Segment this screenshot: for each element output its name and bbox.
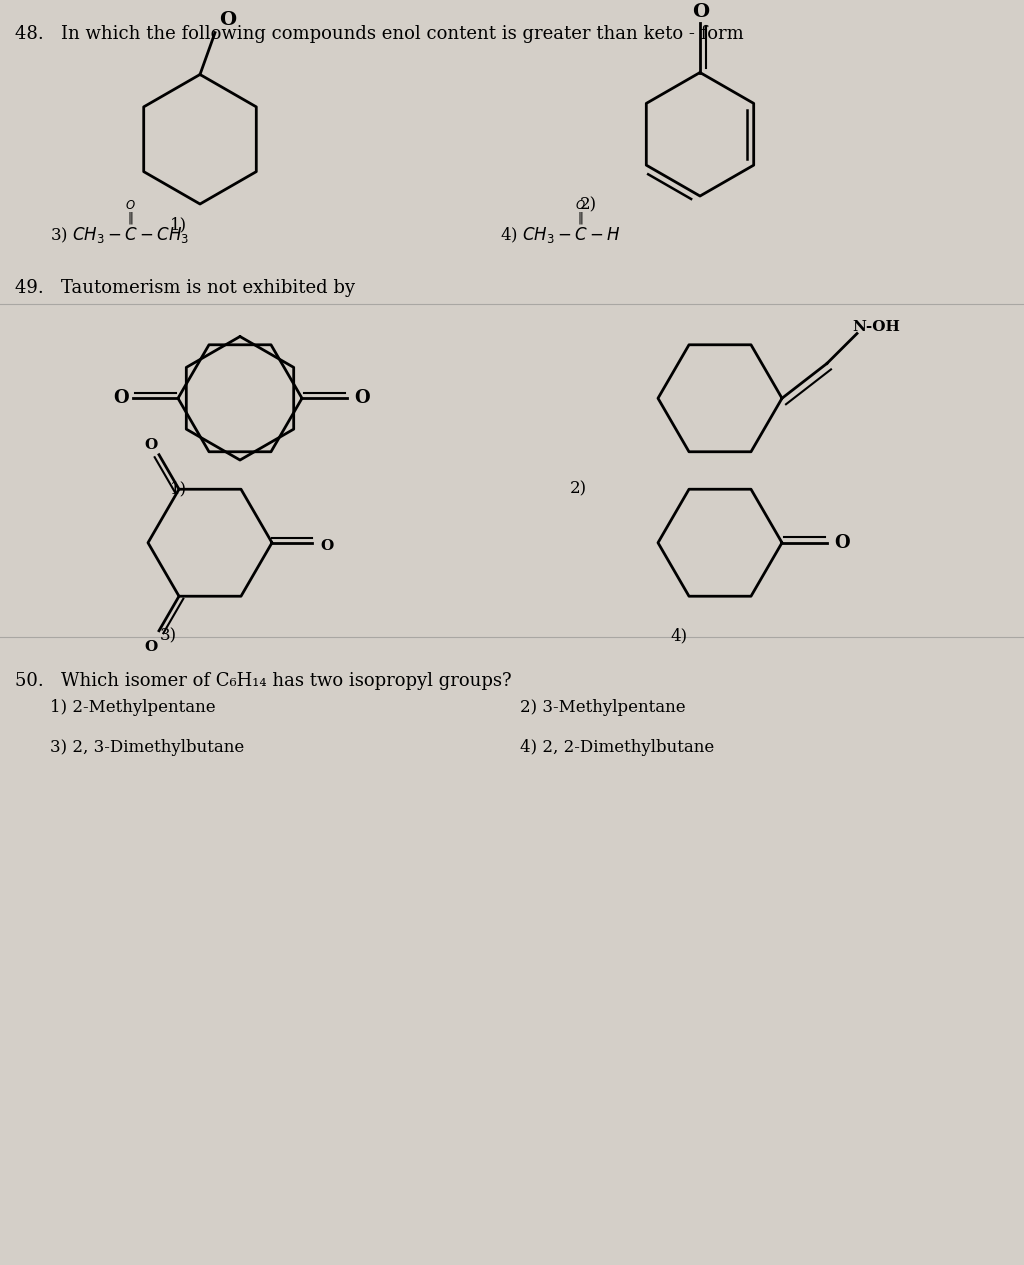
- Text: 4) 2, 2-Dimethylbutane: 4) 2, 2-Dimethylbutane: [520, 739, 715, 756]
- Text: 3): 3): [160, 627, 177, 644]
- Text: N-OH: N-OH: [852, 320, 900, 334]
- Text: 2) 3-Methylpentane: 2) 3-Methylpentane: [520, 700, 686, 716]
- Text: 1) 2-Methylpentane: 1) 2-Methylpentane: [50, 700, 216, 716]
- Text: 4) $CH_3-\overset{O}{\overset{\|}{C}}-H$: 4) $CH_3-\overset{O}{\overset{\|}{C}}-H$: [500, 197, 621, 245]
- Text: 48.   In which the following compounds enol content is greater than keto - form: 48. In which the following compounds eno…: [15, 25, 743, 43]
- Text: 1): 1): [170, 216, 187, 233]
- Text: O: O: [219, 10, 237, 29]
- Text: O: O: [834, 534, 850, 552]
- Text: O: O: [319, 539, 333, 553]
- Text: 49.   Tautomerism is not exhibited by: 49. Tautomerism is not exhibited by: [15, 278, 355, 297]
- Text: 1): 1): [170, 479, 187, 497]
- Text: O: O: [144, 438, 158, 452]
- Text: 2): 2): [570, 479, 587, 497]
- Text: O: O: [354, 390, 370, 407]
- Text: 3) $CH_3-\overset{O}{\overset{\|}{C}}-CH_3$: 3) $CH_3-\overset{O}{\overset{\|}{C}}-CH…: [50, 197, 189, 245]
- Text: O: O: [113, 390, 129, 407]
- Text: 4): 4): [670, 627, 687, 644]
- Text: 2): 2): [580, 196, 597, 213]
- Text: O: O: [692, 3, 710, 20]
- Text: O: O: [144, 640, 158, 654]
- Text: 3) 2, 3-Dimethylbutane: 3) 2, 3-Dimethylbutane: [50, 739, 245, 756]
- Text: 50.   Which isomer of C₆H₁₄ has two isopropyl groups?: 50. Which isomer of C₆H₁₄ has two isopro…: [15, 672, 512, 691]
